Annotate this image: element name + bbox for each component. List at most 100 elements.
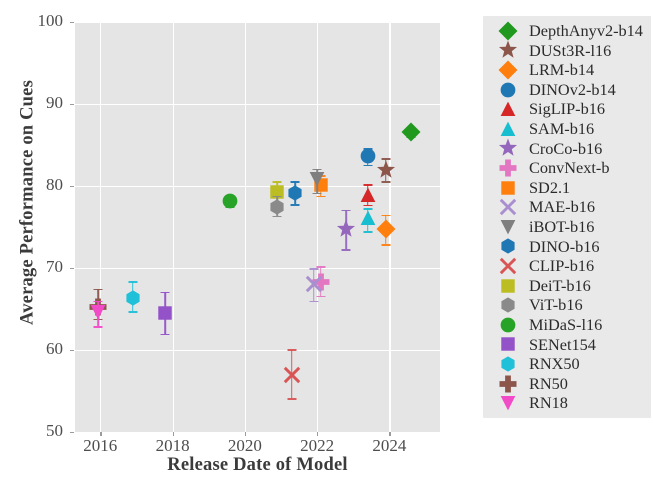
error-cap-lower-DINO-b16	[290, 204, 300, 206]
data-point-DUSt3R-l16[interactable]	[376, 160, 395, 179]
error-cap-lower-SigLIP-b16	[363, 204, 373, 207]
legend-label: SENet154	[529, 334, 596, 354]
x-tick-label-2022: 2022	[300, 436, 335, 455]
y-tick-label-50: 50	[46, 421, 63, 440]
legend-item-RNX50[interactable]: RNX50	[483, 354, 651, 374]
legend-marker-diamond-icon	[491, 60, 525, 80]
gridline-vertical-2020	[244, 22, 247, 432]
error-cap-upper-LRM-b14	[381, 214, 391, 217]
error-cap-lower-SAM-b16	[363, 231, 373, 233]
legend-marker-plus-icon	[491, 158, 525, 178]
legend-item-ViT-b16[interactable]: ViT-b16	[483, 295, 651, 315]
x-tick-mark-2016	[100, 432, 102, 436]
y-tick-mark-60	[70, 350, 74, 352]
legend-item-MiDaS-l16[interactable]: MiDaS-l16	[483, 315, 651, 335]
legend-item-CLIP-b16[interactable]: CLIP-b16	[483, 256, 651, 276]
legend-label: MiDaS-l16	[529, 315, 603, 334]
error-cap-lower-DUSt3R-l16	[381, 181, 391, 183]
error-cap-upper-DeiT-b16	[272, 181, 282, 183]
legend-label: iBOT-b16	[529, 217, 595, 236]
error-cap-upper-SigLIP-b16	[363, 184, 373, 186]
data-point-SAM-b16[interactable]	[360, 210, 376, 226]
legend-marker-hexagon-icon	[491, 237, 525, 257]
error-cap-lower-RN18	[93, 326, 103, 328]
error-cap-lower-CLIP-b16	[287, 398, 297, 400]
legend-label: MAE-b16	[529, 197, 596, 217]
legend-item-SAM-b16[interactable]: SAM-b16	[483, 119, 651, 139]
data-point-CLIP-b16[interactable]	[283, 366, 301, 384]
data-point-CroCo-b16[interactable]	[336, 219, 356, 239]
data-point-DINO-b16[interactable]	[287, 185, 303, 201]
data-point-ViT-b16[interactable]	[269, 198, 285, 215]
legend-item-iBOT-b16[interactable]: iBOT-b16	[483, 217, 651, 237]
legend-item-RN50[interactable]: RN50	[483, 374, 651, 394]
legend-item-ConvNext-b[interactable]: ConvNext-b	[483, 158, 651, 178]
error-cap-lower-CroCo-b16	[341, 249, 351, 251]
legend-marker-plus-icon	[491, 374, 525, 394]
legend-marker-diamond-icon	[491, 21, 525, 41]
error-cap-lower-ViT-b16	[272, 215, 282, 218]
legend-label: SD2.1	[529, 177, 571, 197]
legend-marker-x-icon	[491, 197, 525, 217]
x-axis-title: Release Date of Model	[167, 455, 348, 475]
data-point-MiDaS-l16[interactable]	[222, 193, 238, 209]
legend-item-DINOv2-b14[interactable]: DINOv2-b14	[483, 80, 651, 100]
data-point-RNX50[interactable]	[125, 289, 141, 306]
legend-item-SENet154[interactable]: SENet154	[483, 335, 651, 355]
data-point-DINOv2-b14[interactable]	[360, 148, 376, 164]
data-point-MAE-b16[interactable]	[305, 275, 323, 293]
legend-item-DUSt3R-l16[interactable]: DUSt3R-l16	[483, 41, 651, 61]
error-cap-upper-RNX50	[128, 281, 138, 283]
y-tick-label-80: 80	[46, 175, 63, 194]
error-cap-upper-ViT-b16	[272, 195, 282, 198]
data-point-iBOT-b16[interactable]	[309, 171, 325, 187]
legend-marker-x-icon	[491, 256, 525, 276]
x-tick-label-2018: 2018	[155, 436, 190, 455]
legend-item-DeiT-b16[interactable]: DeiT-b16	[483, 276, 651, 296]
legend-label: SAM-b16	[529, 119, 595, 138]
y-tick-mark-100	[70, 22, 74, 24]
x-tick-mark-2024	[389, 432, 391, 436]
legend-marker-triangle-down-icon	[491, 217, 525, 237]
y-tick-label-60: 60	[46, 339, 63, 358]
legend-item-SigLIP-b16[interactable]: SigLIP-b16	[483, 99, 651, 119]
legend-item-CroCo-b16[interactable]: CroCo-b16	[483, 139, 651, 159]
legend-item-MAE-b16[interactable]: MAE-b16	[483, 197, 651, 217]
legend-label: LRM-b14	[529, 60, 595, 80]
error-cap-upper-ConvNext-b	[316, 266, 326, 268]
error-cap-upper-MAE-b16	[309, 268, 318, 270]
x-tick-mark-2022	[317, 432, 319, 436]
y-tick-label-100: 100	[37, 11, 64, 30]
error-cap-upper-RN18	[93, 300, 103, 303]
legend-item-SD2.1[interactable]: SD2.1	[483, 178, 651, 198]
legend: DepthAnyv2-b14 DUSt3R-l16 LRM-b14 DINOv2…	[483, 16, 651, 418]
data-point-LRM-b14[interactable]	[376, 219, 396, 239]
data-point-SENet154[interactable]	[157, 305, 173, 321]
legend-marker-triangle-down-icon	[491, 393, 525, 413]
legend-item-RN18[interactable]: RN18	[483, 393, 651, 413]
data-point-RN18[interactable]	[90, 304, 106, 320]
legend-label: ViT-b16	[529, 295, 583, 315]
x-tick-mark-2018	[172, 432, 174, 436]
gridline-horizontal-70	[75, 268, 440, 270]
legend-label: CroCo-b16	[529, 138, 603, 158]
data-point-DepthAnyv2-b14[interactable]	[401, 122, 421, 142]
legend-marker-star-icon	[491, 138, 525, 159]
legend-marker-triangle-up-icon	[491, 99, 525, 119]
data-point-ConvNext-b[interactable]	[312, 273, 330, 291]
legend-item-LRM-b14[interactable]: LRM-b14	[483, 60, 651, 80]
legend-label: ConvNext-b	[529, 158, 610, 178]
legend-marker-square-icon	[491, 335, 525, 355]
legend-marker-square-icon	[491, 178, 525, 198]
legend-marker-triangle-up-icon	[491, 119, 525, 139]
gridline-horizontal-90	[75, 104, 440, 106]
data-point-DeiT-b16[interactable]	[269, 184, 285, 200]
error-cap-upper-SAM-b16	[363, 208, 373, 210]
legend-marker-circle-icon	[491, 315, 525, 335]
legend-item-DINO-b16[interactable]: DINO-b16	[483, 237, 651, 257]
legend-label: DUSt3R-l16	[529, 40, 612, 60]
legend-label: DINOv2-b14	[529, 79, 616, 99]
data-point-SigLIP-b16[interactable]	[360, 187, 376, 203]
legend-label: RNX50	[529, 354, 580, 374]
legend-item-DepthAnyv2-b14[interactable]: DepthAnyv2-b14	[483, 21, 651, 41]
